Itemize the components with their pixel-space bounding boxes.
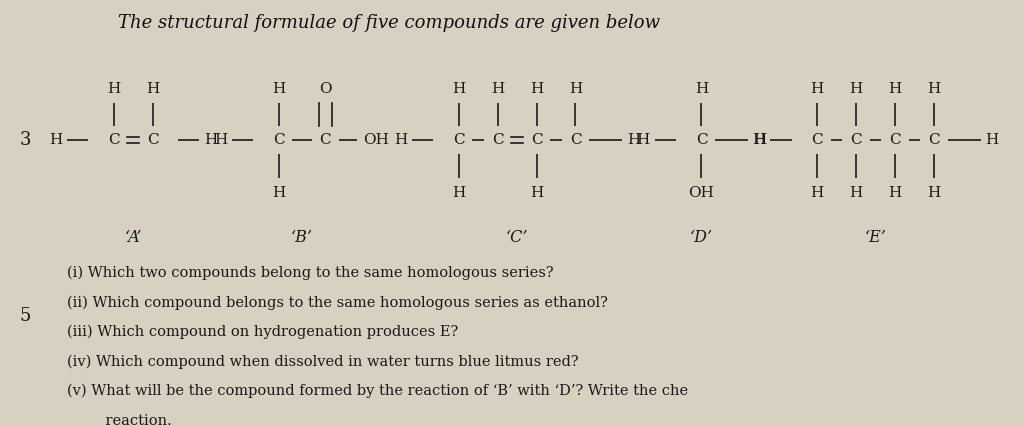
Text: The structural formulae of five compounds are given below: The structural formulae of five compound… <box>118 14 659 32</box>
Text: H: H <box>811 82 823 96</box>
Text: (iii) Which compound on hydrogenation produces E?: (iii) Which compound on hydrogenation pr… <box>67 325 458 339</box>
Text: C: C <box>146 133 159 147</box>
Text: H: H <box>889 82 901 96</box>
Text: ‘D’: ‘D’ <box>690 229 713 246</box>
Text: H: H <box>753 133 765 147</box>
Text: H: H <box>108 82 120 96</box>
Text: H: H <box>695 82 708 96</box>
Text: H: H <box>214 133 227 147</box>
Text: ‘A’: ‘A’ <box>125 229 141 246</box>
Text: C: C <box>811 133 823 147</box>
Text: H: H <box>637 133 649 147</box>
Text: C: C <box>695 133 708 147</box>
Text: 3: 3 <box>19 131 32 149</box>
Text: 5: 5 <box>19 307 32 325</box>
Text: C: C <box>273 133 285 147</box>
Text: O: O <box>319 82 332 96</box>
Text: H: H <box>453 186 465 200</box>
Text: H: H <box>530 186 543 200</box>
Text: OH: OH <box>364 133 389 147</box>
Text: C: C <box>928 133 940 147</box>
Text: C: C <box>889 133 901 147</box>
Text: C: C <box>453 133 465 147</box>
Text: reaction.: reaction. <box>87 414 172 426</box>
Text: H: H <box>811 186 823 200</box>
Text: OH: OH <box>688 186 715 200</box>
Text: H: H <box>928 82 940 96</box>
Text: (v) What will be the compound formed by the reaction of ‘B’ with ‘D’? Write the : (v) What will be the compound formed by … <box>67 384 688 398</box>
Text: C: C <box>569 133 582 147</box>
Text: H: H <box>49 133 61 147</box>
Text: H: H <box>492 82 504 96</box>
Text: H: H <box>272 186 286 200</box>
Text: (iv) Which compound when dissolved in water turns blue litmus red?: (iv) Which compound when dissolved in wa… <box>67 354 579 369</box>
Text: H: H <box>850 82 862 96</box>
Text: C: C <box>850 133 862 147</box>
Text: (i) Which two compounds belong to the same homologous series?: (i) Which two compounds belong to the sa… <box>67 265 553 280</box>
Text: H: H <box>986 133 998 147</box>
Text: ‘C’: ‘C’ <box>506 229 528 246</box>
Text: C: C <box>530 133 543 147</box>
Text: H: H <box>928 186 940 200</box>
Text: H: H <box>146 82 159 96</box>
Text: ‘E’: ‘E’ <box>864 229 887 246</box>
Text: H: H <box>569 82 582 96</box>
Text: C: C <box>492 133 504 147</box>
Text: H: H <box>850 186 862 200</box>
Text: H: H <box>889 186 901 200</box>
Text: C: C <box>319 133 331 147</box>
Text: C: C <box>108 133 120 147</box>
Text: ‘B’: ‘B’ <box>291 229 313 246</box>
Text: H: H <box>394 133 407 147</box>
Text: (ii) Which compound belongs to the same homologous series as ethanol?: (ii) Which compound belongs to the same … <box>67 295 607 310</box>
Text: H: H <box>205 133 217 147</box>
Text: H: H <box>453 82 465 96</box>
Text: H: H <box>628 133 640 147</box>
Text: H: H <box>754 133 766 147</box>
Text: H: H <box>530 82 543 96</box>
Text: H: H <box>272 82 286 96</box>
